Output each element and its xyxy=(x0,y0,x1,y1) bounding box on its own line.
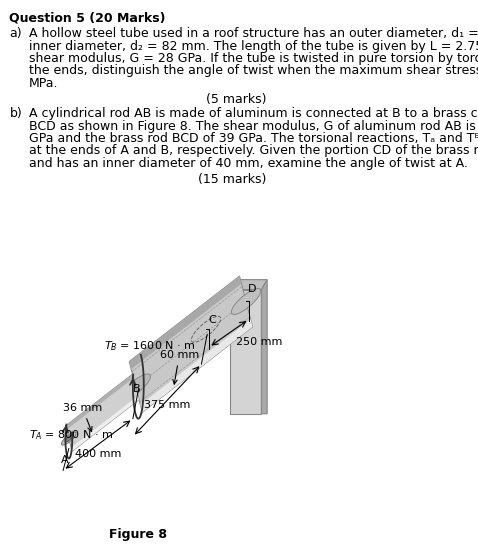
Text: (5 marks): (5 marks) xyxy=(206,93,267,106)
Polygon shape xyxy=(65,374,139,452)
Text: $T_B$ = 1600 N · m: $T_B$ = 1600 N · m xyxy=(104,339,196,353)
Text: (15 marks): (15 marks) xyxy=(198,173,267,186)
Polygon shape xyxy=(71,396,139,452)
Polygon shape xyxy=(230,280,267,289)
Polygon shape xyxy=(261,280,267,414)
Text: C: C xyxy=(208,316,216,325)
Polygon shape xyxy=(230,289,261,414)
Text: GPa and the brass rod BCD of 39 GPa. The torsional reactions, Tₐ and Tᴮ are loca: GPa and the brass rod BCD of 39 GPa. The… xyxy=(29,132,478,145)
Text: 250 mm: 250 mm xyxy=(236,337,282,347)
Polygon shape xyxy=(140,319,252,412)
Text: a): a) xyxy=(10,27,22,40)
Polygon shape xyxy=(129,276,241,369)
Text: shear modulus, G = 28 GPa. If the tube is twisted in pure torsion by torques act: shear modulus, G = 28 GPa. If the tube i… xyxy=(29,52,478,65)
Text: B: B xyxy=(133,384,141,394)
Text: Question 5 (20 Marks): Question 5 (20 Marks) xyxy=(10,11,166,25)
Polygon shape xyxy=(129,276,252,412)
Text: b): b) xyxy=(10,107,22,120)
Ellipse shape xyxy=(121,374,151,400)
Text: 400 mm: 400 mm xyxy=(75,449,121,459)
Text: 60 mm: 60 mm xyxy=(160,351,199,384)
Text: at the ends of A and B, respectively. Given the portion CD of the brass rod is h: at the ends of A and B, respectively. Gi… xyxy=(29,145,478,157)
Text: $T_A$ = 800 N · m: $T_A$ = 800 N · m xyxy=(29,429,113,442)
Text: MPa.: MPa. xyxy=(29,77,58,90)
Text: 375 mm: 375 mm xyxy=(144,400,190,410)
Polygon shape xyxy=(65,374,133,430)
Ellipse shape xyxy=(62,432,76,445)
Ellipse shape xyxy=(65,435,73,442)
Text: and has an inner diameter of 40 mm, examine the angle of twist at A.: and has an inner diameter of 40 mm, exam… xyxy=(29,157,467,170)
Text: A cylindrical rod AB is made of aluminum is connected at B to a brass cylindrica: A cylindrical rod AB is made of aluminum… xyxy=(29,107,478,120)
Text: the ends, distinguish the angle of twist when the maximum shear stress, τₘₐₓ = 4: the ends, distinguish the angle of twist… xyxy=(29,64,478,78)
Ellipse shape xyxy=(231,288,261,314)
Text: Figure 8: Figure 8 xyxy=(109,528,167,541)
Text: 36 mm: 36 mm xyxy=(63,403,102,431)
Text: A: A xyxy=(60,454,68,465)
Text: BCD as shown in Figure 8. The shear modulus, G of aluminum rod AB is given by 27: BCD as shown in Figure 8. The shear modu… xyxy=(29,120,478,133)
Text: inner diameter, d₂ = 82 mm. The length of the tube is given by L = 2.75 m and ha: inner diameter, d₂ = 82 mm. The length o… xyxy=(29,40,478,52)
Text: D: D xyxy=(248,283,257,294)
Text: A hollow steel tube used in a roof structure has an outer diameter, d₁ = 104 mm : A hollow steel tube used in a roof struc… xyxy=(29,27,478,40)
